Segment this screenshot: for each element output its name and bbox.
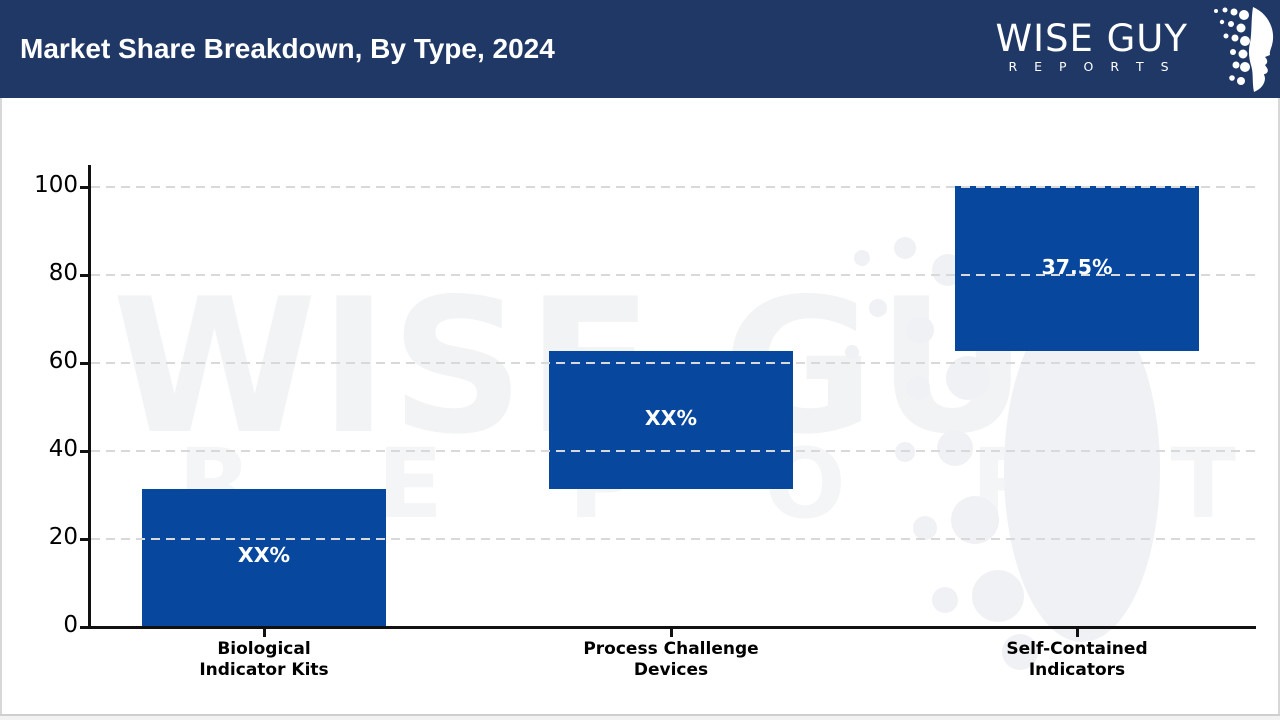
- y-axis: [88, 165, 91, 629]
- wiseguy-logo: WISE GUY R E P O R T S: [996, 20, 1188, 74]
- bar-value-label-self-contained-indicators: 37.5%: [1041, 254, 1113, 279]
- header-bar: Market Share Breakdown, By Type, 2024 WI…: [0, 0, 1280, 98]
- x-tick-mark-biological-indicator-kits: [263, 629, 266, 637]
- y-tick-label-100: 100: [34, 172, 78, 198]
- x-category-label-biological-indicator-kits: Biological Indicator Kits: [199, 639, 329, 680]
- bar-value-label-biological-indicator-kits: XX%: [237, 543, 291, 568]
- x-axis: [88, 626, 1256, 629]
- page-title: Market Share Breakdown, By Type, 2024: [20, 33, 555, 64]
- gridline-80: [91, 274, 1256, 276]
- y-tick-mark-20: [80, 538, 88, 541]
- y-tick-mark-0: [80, 626, 88, 629]
- gridline-100: [91, 186, 1256, 188]
- y-tick-label-40: 40: [48, 436, 78, 462]
- bar-biological-indicator-kits: [142, 488, 386, 626]
- y-tick-label-0: 0: [63, 612, 78, 638]
- bar-value-label-process-challenge-devices: XX%: [644, 405, 698, 430]
- card-border-right: [1278, 98, 1280, 720]
- card-border-bottom-outer: [0, 716, 1280, 720]
- card-border-left: [0, 98, 2, 720]
- gridline-40: [91, 450, 1256, 452]
- y-tick-mark-100: [80, 186, 88, 189]
- x-tick-mark-process-challenge-devices: [670, 629, 673, 637]
- wiseguy-logo-face-icon: [1214, 7, 1274, 92]
- y-tick-mark-60: [80, 362, 88, 365]
- card-border-bottom: [0, 714, 1280, 716]
- wiseguy-logo-subtext: R E P O R T S: [1008, 59, 1176, 74]
- gridline-60: [91, 362, 1256, 364]
- y-tick-mark-80: [80, 274, 88, 277]
- bar-process-challenge-devices: [549, 351, 793, 489]
- bar-self-contained-indicators: [955, 186, 1199, 351]
- y-tick-label-20: 20: [48, 524, 78, 550]
- x-tick-mark-self-contained-indicators: [1076, 629, 1079, 637]
- wiseguy-logo-text: WISE GUY: [995, 17, 1188, 60]
- x-category-label-self-contained-indicators: Self-Contained Indicators: [1006, 639, 1148, 680]
- y-tick-label-60: 60: [48, 348, 78, 374]
- y-tick-label-80: 80: [48, 260, 78, 286]
- gridline-20: [91, 538, 1256, 540]
- x-category-label-process-challenge-devices: Process Challenge Devices: [583, 639, 759, 680]
- y-tick-mark-40: [80, 450, 88, 453]
